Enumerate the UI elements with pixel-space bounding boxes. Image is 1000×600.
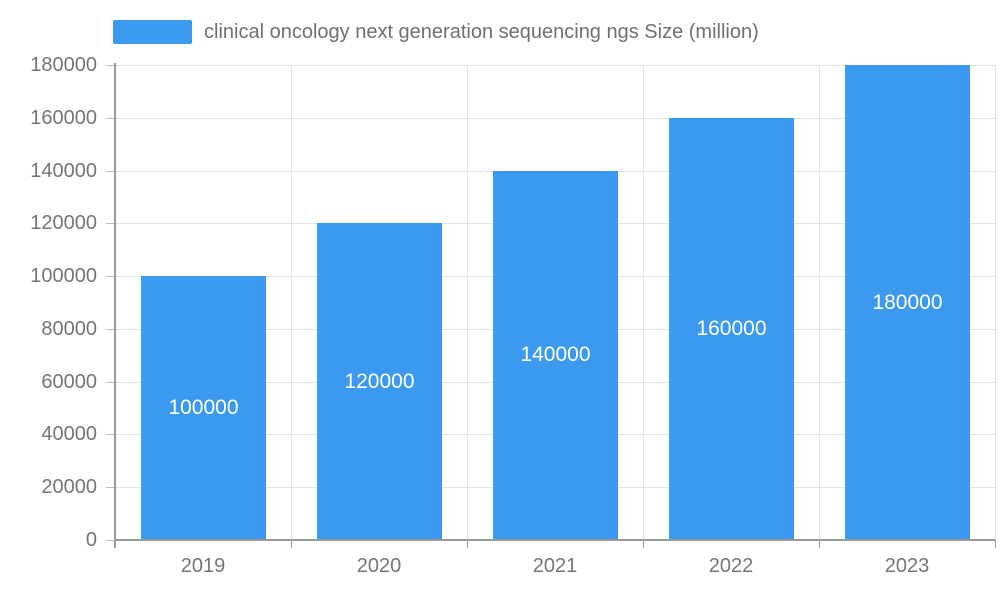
- y-axis-tick-label: 140000: [30, 160, 97, 182]
- gridline-vertical: [467, 65, 468, 540]
- y-axis-tick: [106, 118, 115, 119]
- y-axis-tick-label: 100000: [30, 265, 97, 287]
- x-axis-tick-label: 2022: [708, 555, 754, 577]
- y-axis-tick-label: 180000: [30, 54, 97, 76]
- bar-value-label: 180000: [872, 291, 943, 314]
- bar-value-label: 100000: [168, 396, 239, 419]
- x-axis-tick: [995, 540, 996, 548]
- y-axis-tick-label: 160000: [30, 107, 97, 129]
- gridline-vertical: [291, 65, 292, 540]
- legend-item[interactable]: clinical oncology next generation sequen…: [113, 18, 759, 46]
- y-axis-tick-label: 40000: [41, 423, 97, 445]
- legend-swatch-icon: [113, 20, 192, 44]
- y-axis-tick: [106, 65, 115, 66]
- x-axis-tick: [291, 540, 292, 548]
- bar-2020: [317, 223, 442, 540]
- y-axis-tick: [106, 382, 115, 383]
- bar-2022: [669, 118, 794, 540]
- y-axis-tick: [106, 434, 115, 435]
- y-axis-tick: [106, 223, 115, 224]
- y-axis-tick-label: 120000: [30, 212, 97, 234]
- bar-2023: [845, 65, 970, 540]
- y-axis-line: [114, 63, 116, 548]
- y-axis-tick-label: 20000: [41, 476, 97, 498]
- legend-label: clinical oncology next generation sequen…: [204, 21, 759, 43]
- y-axis-tick-label: 80000: [41, 318, 97, 340]
- gridline-vertical: [995, 65, 996, 540]
- bar-2021: [493, 171, 618, 540]
- x-axis-tick: [819, 540, 820, 548]
- gridline-vertical: [643, 65, 644, 540]
- bar-value-label: 140000: [520, 343, 591, 366]
- gridline-vertical: [819, 65, 820, 540]
- x-axis-tick-label: 2020: [356, 555, 402, 577]
- bar-value-label: 120000: [344, 370, 415, 393]
- y-axis-tick: [106, 487, 115, 488]
- x-axis-tick: [467, 540, 468, 548]
- x-axis-line: [114, 539, 995, 541]
- gridline-horizontal: [115, 65, 995, 66]
- bar-2019: [141, 276, 266, 540]
- gridline-horizontal: [115, 118, 995, 119]
- y-axis-tick: [106, 276, 115, 277]
- x-axis-tick: [643, 540, 644, 548]
- x-axis-tick-label: 2019: [180, 555, 226, 577]
- bar-value-label: 160000: [696, 317, 767, 340]
- y-axis-tick: [106, 329, 115, 330]
- y-axis-tick-label: 0: [85, 529, 97, 551]
- x-axis-tick-label: 2021: [532, 555, 578, 577]
- y-axis-tick-label: 60000: [41, 371, 97, 393]
- y-axis-tick: [106, 171, 115, 172]
- y-axis-tick: [106, 540, 115, 541]
- x-axis-tick-label: 2023: [884, 555, 930, 577]
